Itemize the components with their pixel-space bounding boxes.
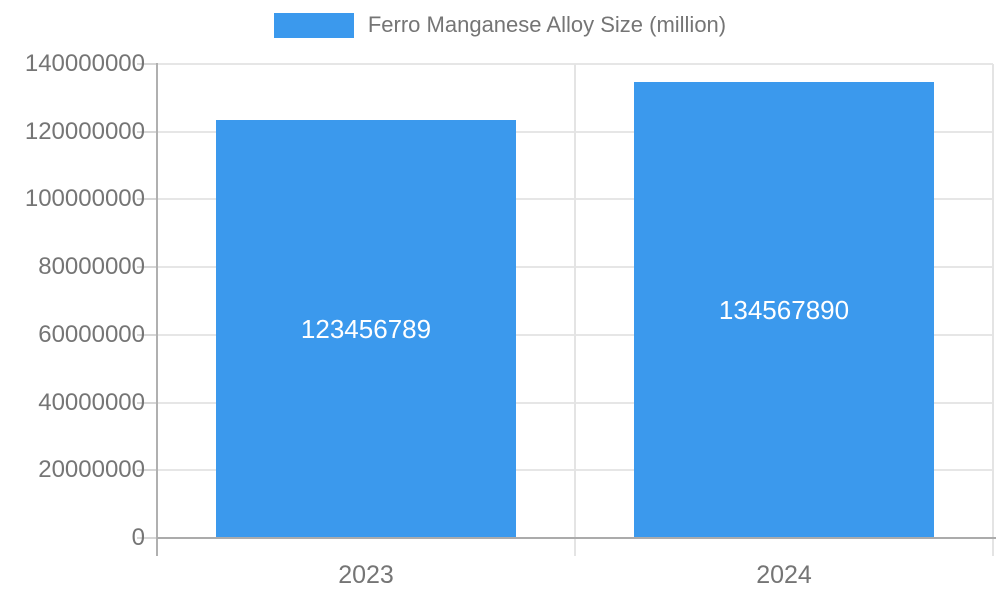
legend-label[interactable]: Ferro Manganese Alloy Size (million)	[367, 12, 727, 37]
category-divider	[574, 64, 576, 556]
y-axis-label: 40000000	[38, 388, 145, 416]
y-axis-tick	[137, 333, 157, 336]
legend: Ferro Manganese Alloy Size (million)	[0, 12, 1000, 38]
y-axis-label: 20000000	[38, 456, 145, 484]
bar[interactable]	[633, 82, 935, 537]
bar-value-label: 123456789	[300, 314, 432, 344]
x-axis-line	[157, 537, 996, 539]
x-axis-label: 2024	[756, 561, 812, 589]
y-axis-label: 140000000	[24, 50, 145, 77]
y-axis-tick	[137, 401, 157, 404]
y-axis-tick	[137, 266, 157, 269]
bar-value-label: 134567890	[718, 295, 850, 326]
bar[interactable]	[215, 120, 517, 537]
y-axis-label: 100000000	[24, 185, 145, 213]
x-axis-label: 2023	[338, 561, 394, 589]
plot-right-border	[992, 64, 994, 556]
y-axis-label: 60000000	[38, 320, 145, 348]
legend-swatch[interactable]	[273, 12, 354, 38]
y-axis-label: 0	[131, 524, 145, 551]
y-axis-tick	[137, 198, 157, 201]
y-axis-tick	[137, 469, 157, 472]
y-axis-tick	[137, 537, 157, 539]
y-axis-label: 120000000	[24, 117, 145, 145]
y-axis-tick	[137, 63, 157, 65]
y-axis-line	[156, 63, 158, 556]
y-axis-tick	[137, 130, 157, 133]
y-axis-label: 80000000	[38, 253, 145, 281]
